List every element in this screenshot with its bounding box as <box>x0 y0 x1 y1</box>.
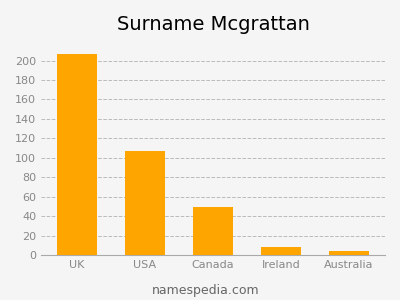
Bar <box>328 251 369 255</box>
Title: Surname Mcgrattan: Surname Mcgrattan <box>116 15 310 34</box>
Bar <box>125 151 166 255</box>
Bar <box>57 54 98 255</box>
Bar <box>192 208 233 255</box>
Text: namespedia.com: namespedia.com <box>152 284 260 297</box>
Bar <box>260 248 301 255</box>
